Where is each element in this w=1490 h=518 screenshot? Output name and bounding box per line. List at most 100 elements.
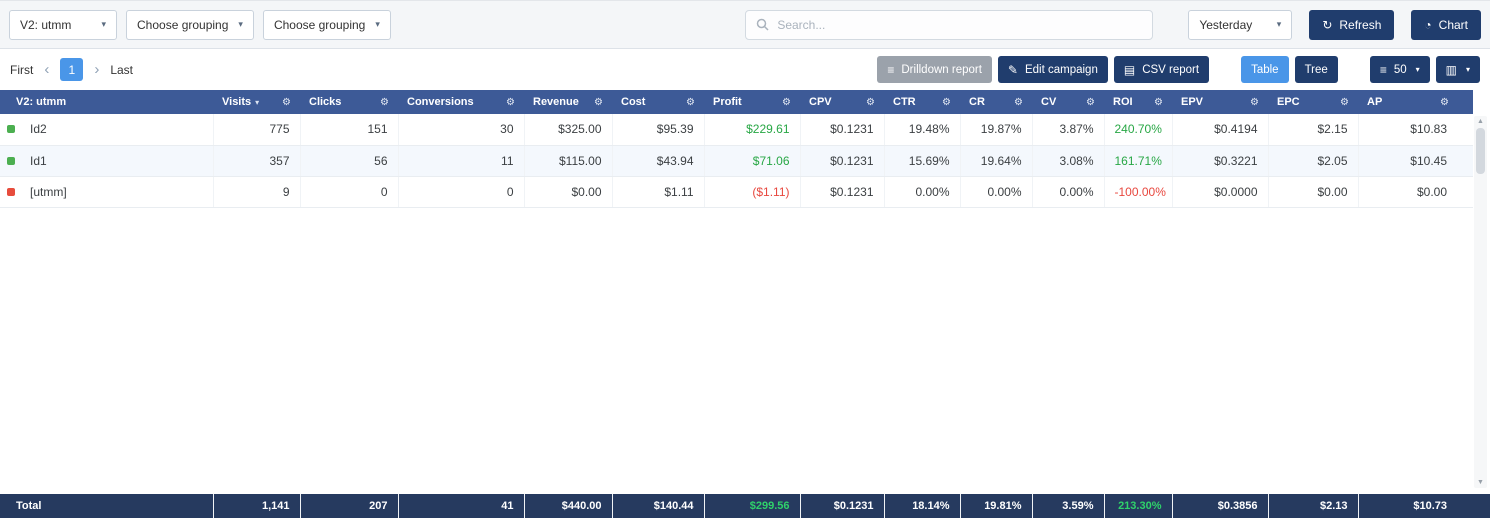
campaign-select-value: V2: utmm bbox=[20, 17, 72, 32]
column-settings-icon[interactable]: ⚙ bbox=[1086, 96, 1095, 108]
table-row[interactable]: [utmm] 9 0 0 $0.00 $1.11 ($1.11) $0.1231 0.00% 0.… bbox=[0, 176, 1473, 208]
chevron-left-icon[interactable]: ‹ bbox=[44, 61, 50, 78]
total-cpv: $0.1231 bbox=[799, 494, 884, 518]
column-settings-icon[interactable]: ⚙ bbox=[942, 96, 951, 108]
campaign-select[interactable]: V2: utmm ▾ bbox=[9, 9, 117, 40]
refresh-button[interactable]: ↻ Refresh bbox=[1309, 9, 1395, 40]
column-settings-icon[interactable]: ⚙ bbox=[380, 96, 389, 108]
column-header-visits[interactable]: Visits ▾ ⚙ bbox=[213, 90, 300, 114]
column-header-cost[interactable]: Cost ⚙ bbox=[612, 90, 704, 114]
grouping-select-1[interactable]: Choose grouping ▾ bbox=[126, 9, 254, 40]
cell-cpv: $0.1231 bbox=[799, 114, 884, 146]
column-label: Revenue bbox=[533, 96, 579, 108]
chevron-down-icon: ▾ bbox=[375, 19, 380, 29]
column-header-epc[interactable]: EPC ⚙ bbox=[1268, 90, 1358, 114]
column-label: Profit bbox=[713, 96, 742, 108]
pagination-page-1[interactable]: 1 bbox=[60, 58, 84, 81]
total-ap: $10.73 bbox=[1357, 494, 1473, 518]
edit-campaign-button[interactable]: ✎ Edit campaign bbox=[997, 56, 1108, 83]
vertical-scrollbar[interactable]: ▲ ▼ bbox=[1474, 116, 1487, 488]
page-size-value: 50 bbox=[1393, 63, 1407, 76]
cell-profit: $229.61 bbox=[703, 114, 800, 146]
column-label: Visits bbox=[222, 96, 252, 108]
column-settings-icon[interactable]: ⚙ bbox=[782, 96, 791, 108]
table-view-label: Table bbox=[1251, 63, 1279, 76]
cell-name: Id1 bbox=[0, 145, 213, 177]
cell-cost: $95.39 bbox=[611, 114, 704, 146]
list-icon: ≡ bbox=[887, 62, 895, 77]
cell-ap: $10.45 bbox=[1357, 145, 1473, 177]
totals-table: Total 1,141 207 41 $440.00 $140.44 $299.56 $0.1… bbox=[0, 494, 1473, 518]
column-header-profit[interactable]: Profit ⚙ bbox=[704, 90, 800, 114]
cell-clicks: 0 bbox=[299, 176, 398, 208]
column-header-clicks[interactable]: Clicks ⚙ bbox=[300, 90, 398, 114]
chevron-down-icon: ▾ bbox=[1276, 19, 1282, 29]
drilldown-report-label: Drilldown report bbox=[901, 63, 982, 76]
cell-ctr: 19.48% bbox=[883, 114, 960, 146]
column-header-revenue[interactable]: Revenue ⚙ bbox=[524, 90, 612, 114]
column-label: EPC bbox=[1277, 96, 1300, 108]
column-header-cpv[interactable]: CPV ⚙ bbox=[800, 90, 884, 114]
tree-view-label: Tree bbox=[1304, 63, 1328, 76]
columns-select[interactable]: ▥ ▾ bbox=[1435, 56, 1480, 83]
column-header-epv[interactable]: EPV ⚙ bbox=[1172, 90, 1268, 114]
column-settings-icon[interactable]: ⚙ bbox=[1014, 96, 1023, 108]
total-revenue: $440.00 bbox=[523, 494, 612, 518]
scrollbar-thumb[interactable] bbox=[1476, 128, 1485, 174]
column-settings-icon[interactable]: ⚙ bbox=[1440, 96, 1449, 108]
column-label: Conversions bbox=[407, 96, 474, 108]
date-range-select[interactable]: Yesterday ▾ bbox=[1188, 9, 1293, 40]
pagination-first[interactable]: First bbox=[10, 62, 34, 77]
chevron-down-icon: ▾ bbox=[238, 19, 243, 29]
csv-report-button[interactable]: ▤ CSV report bbox=[1113, 56, 1210, 83]
table-row[interactable]: Id1 357 56 11 $115.00 $43.94 $71.06 $0.1231 15.6… bbox=[0, 145, 1473, 177]
cell-revenue: $0.00 bbox=[523, 176, 612, 208]
column-header-ap[interactable]: AP ⚙ bbox=[1358, 90, 1473, 114]
table-view-button[interactable]: Table bbox=[1241, 56, 1289, 83]
column-settings-icon[interactable]: ⚙ bbox=[506, 96, 515, 108]
row-name: Id2 bbox=[30, 122, 47, 137]
page-size-select[interactable]: ≡ 50 ▾ bbox=[1369, 56, 1430, 83]
column-header-cv[interactable]: CV ⚙ bbox=[1032, 90, 1104, 114]
chart-button[interactable]: ◔ Chart bbox=[1411, 9, 1481, 40]
grouping-select-2[interactable]: Choose grouping ▾ bbox=[262, 9, 391, 40]
pagination-last[interactable]: Last bbox=[110, 62, 134, 77]
table-row[interactable]: Id2 775 151 30 $325.00 $95.39 $229.61 $0.1231 19… bbox=[0, 114, 1473, 146]
cell-cost: $1.11 bbox=[611, 176, 704, 208]
tree-view-button[interactable]: Tree bbox=[1294, 56, 1338, 83]
cell-clicks: 56 bbox=[299, 145, 398, 177]
column-settings-icon[interactable]: ⚙ bbox=[1250, 96, 1259, 108]
drilldown-report-button[interactable]: ≡ Drilldown report bbox=[877, 56, 992, 83]
column-header-roi[interactable]: ROI ⚙ bbox=[1104, 90, 1172, 114]
column-settings-icon[interactable]: ⚙ bbox=[1340, 96, 1349, 108]
search-input[interactable] bbox=[777, 17, 1143, 32]
csv-report-label: CSV report bbox=[1142, 63, 1200, 76]
column-header-v2-utmm[interactable]: V2: utmm bbox=[0, 90, 213, 114]
total-epv: $0.3856 bbox=[1171, 494, 1268, 518]
cell-epc: $2.05 bbox=[1267, 145, 1358, 177]
cell-ctr: 0.00% bbox=[883, 176, 960, 208]
column-label: AP bbox=[1367, 96, 1383, 108]
column-settings-icon[interactable]: ⚙ bbox=[594, 96, 603, 108]
total-roi: 213.30% bbox=[1103, 494, 1172, 518]
column-settings-icon[interactable]: ⚙ bbox=[686, 96, 695, 108]
refresh-icon: ↻ bbox=[1322, 17, 1333, 32]
chevron-right-icon[interactable]: › bbox=[94, 61, 100, 78]
chevron-down-icon: ▾ bbox=[1465, 65, 1470, 74]
report-grid: V2: utmm Visits ▾ ⚙ Clicks ⚙ Conversions ⚙ Reven… bbox=[0, 90, 1490, 494]
column-header-cr[interactable]: CR ⚙ bbox=[960, 90, 1032, 114]
grouping-select-1-value: Choose grouping bbox=[137, 17, 229, 32]
column-header-ctr[interactable]: CTR ⚙ bbox=[884, 90, 960, 114]
scroll-up-icon[interactable]: ▲ bbox=[1477, 118, 1484, 125]
cell-cr: 19.87% bbox=[959, 114, 1032, 146]
column-settings-icon[interactable]: ⚙ bbox=[866, 96, 875, 108]
column-label: EPV bbox=[1181, 96, 1204, 108]
column-header-conversions[interactable]: Conversions ⚙ bbox=[398, 90, 524, 114]
scroll-down-icon[interactable]: ▼ bbox=[1477, 479, 1484, 486]
scrollbar-track[interactable] bbox=[1474, 125, 1487, 479]
column-settings-icon[interactable]: ⚙ bbox=[282, 96, 291, 108]
search-icon bbox=[756, 18, 769, 31]
search-box bbox=[745, 9, 1154, 40]
column-settings-icon[interactable]: ⚙ bbox=[1154, 96, 1163, 108]
